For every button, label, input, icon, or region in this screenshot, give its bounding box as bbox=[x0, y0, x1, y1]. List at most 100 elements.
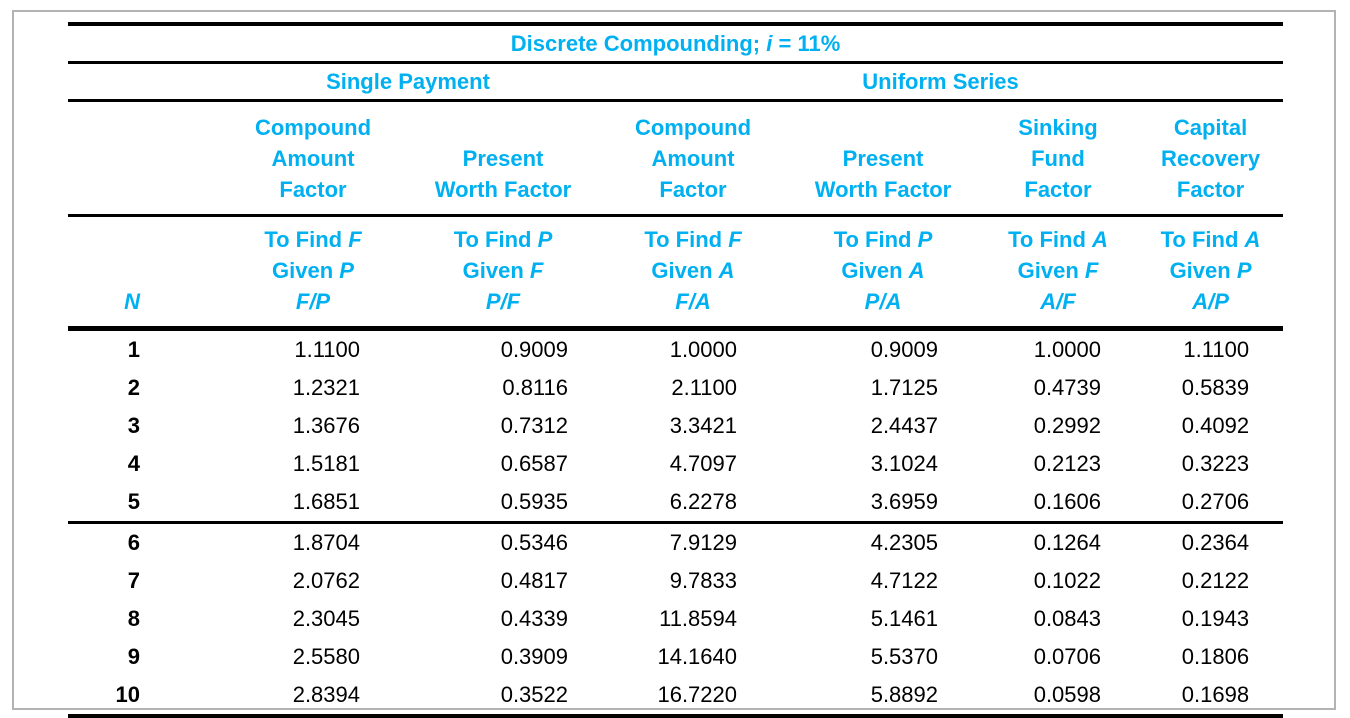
period-n-value: 4 bbox=[127, 451, 140, 476]
factor-value: 0.2706 bbox=[1138, 483, 1284, 524]
to-find-line: To Find F bbox=[644, 227, 742, 252]
factor-value: 0.2364 bbox=[1181, 530, 1250, 555]
factor-value: 2.3045 bbox=[292, 606, 360, 631]
period-n-value: 8 bbox=[127, 606, 140, 631]
factor-value: 0.3522 bbox=[500, 682, 568, 707]
factor-value: 14.1640 bbox=[657, 644, 737, 669]
title-text: Discrete Compounding; bbox=[510, 30, 767, 56]
ratio-line: A/F bbox=[1040, 289, 1076, 314]
header-line: Amount bbox=[271, 146, 355, 171]
table-body: 1 1.1100 0.9009 1.0000 0.9009 1.0000 1.1100 2 1.… bbox=[68, 329, 1284, 717]
given-line: Given P bbox=[272, 258, 354, 283]
period-n-value: 2 bbox=[127, 375, 140, 400]
to-find-line: To Find P bbox=[453, 227, 553, 252]
factor-value: 16.7220 bbox=[657, 682, 737, 707]
factor-value: 0.8116 bbox=[502, 375, 568, 400]
header-line: Present bbox=[842, 146, 924, 171]
period-n-value: 7 bbox=[127, 568, 140, 593]
header-line: Recovery bbox=[1160, 146, 1261, 171]
factor-value: 3.6959 bbox=[788, 483, 978, 524]
table-row: 6 1.8704 0.5346 7.9129 4.2305 0.1264 0.2364 bbox=[68, 523, 1283, 563]
period-n-value: 9 bbox=[127, 644, 140, 669]
group-header-single-payment: Single Payment bbox=[218, 62, 598, 102]
header-line: Amount bbox=[651, 146, 735, 171]
factor-name-row: Compound Amount Factor Present Worth Fac… bbox=[68, 100, 1284, 217]
to-find-line: To Find P bbox=[833, 227, 933, 252]
period-n-value: 1 bbox=[127, 337, 140, 362]
factor-value: 0.5935 bbox=[408, 483, 598, 524]
factor-value: 5.5370 bbox=[870, 644, 938, 669]
n-symbol: N bbox=[124, 289, 140, 314]
column-header-present-worth-factor-single: Present Worth Factor bbox=[408, 100, 598, 217]
factor-value: 0.9009 bbox=[500, 337, 568, 362]
factor-value: 0.3223 bbox=[1181, 451, 1250, 476]
period-n-value: 10 bbox=[115, 682, 140, 707]
table-row: 3 1.3676 0.7312 3.3421 2.4437 0.2992 0.4092 bbox=[68, 407, 1283, 445]
ratio-line: F/P bbox=[295, 289, 331, 314]
ratio-line: F/A bbox=[675, 289, 711, 314]
given-line: Given F bbox=[462, 258, 544, 283]
column-header-af: To Find A Given F A/F bbox=[978, 215, 1138, 331]
factor-value: 7.9129 bbox=[669, 530, 737, 555]
ratio-line: P/A bbox=[864, 289, 902, 314]
factor-value: 1.0000 bbox=[1033, 337, 1101, 362]
factor-value: 2.0762 bbox=[292, 568, 360, 593]
factor-value: 4.7122 bbox=[870, 568, 938, 593]
to-find-row: N To Find F Given P F/P To Find P Given … bbox=[68, 215, 1284, 331]
header-line: Compound bbox=[634, 115, 752, 140]
table-row: 10 2.8394 0.3522 16.7220 5.8892 0.0598 0.1698 bbox=[68, 676, 1283, 716]
header-line: Factor bbox=[279, 177, 347, 202]
factor-value: 2.4437 bbox=[870, 413, 938, 438]
factor-value: 1.1100 bbox=[294, 337, 360, 362]
header-line: Factor bbox=[1176, 177, 1245, 202]
factor-value: 0.1606 bbox=[978, 483, 1138, 524]
factor-value: 0.6587 bbox=[500, 451, 568, 476]
column-header-present-worth-factor-uniform: Present Worth Factor bbox=[788, 100, 978, 217]
factor-value: 0.9009 bbox=[870, 337, 938, 362]
ratio-line: P/F bbox=[485, 289, 521, 314]
factor-value: 0.4817 bbox=[500, 568, 568, 593]
factor-header-spacer bbox=[68, 100, 218, 217]
discrete-compounding-factor-table: Discrete Compounding; i = 11% Single Pay… bbox=[68, 22, 1284, 718]
factor-value: 0.2992 bbox=[1033, 413, 1101, 438]
column-header-sinking-fund-factor: Sinking Fund Factor bbox=[978, 100, 1138, 217]
factor-value: 1.5181 bbox=[292, 451, 360, 476]
factor-value: 1.3676 bbox=[292, 413, 360, 438]
group-header-row: Single Payment Uniform Series bbox=[68, 62, 1284, 102]
factor-value: 11.8594 bbox=[659, 606, 737, 631]
factor-value: 0.5839 bbox=[1181, 375, 1250, 400]
table-title: Discrete Compounding; i = 11% bbox=[68, 24, 1284, 64]
table-row: 9 2.5580 0.3909 14.1640 5.5370 0.0706 0.1806 bbox=[68, 638, 1283, 676]
to-find-line: To Find A bbox=[1160, 227, 1261, 252]
given-line: Given A bbox=[651, 258, 735, 283]
given-line: Given A bbox=[841, 258, 925, 283]
to-find-line: To Find F bbox=[264, 227, 362, 252]
factor-value: 2.5580 bbox=[292, 644, 360, 669]
header-line: Worth Factor bbox=[814, 177, 952, 202]
period-n-value: 6 bbox=[127, 530, 140, 555]
header-line: Factor bbox=[1024, 177, 1092, 202]
table-row: 7 2.0762 0.4817 9.7833 4.7122 0.1022 0.2122 bbox=[68, 562, 1283, 600]
factor-value: 0.1943 bbox=[1181, 606, 1250, 631]
factor-value: 0.1022 bbox=[1033, 568, 1101, 593]
group-header-uniform-series: Uniform Series bbox=[598, 62, 1284, 102]
given-line: Given F bbox=[1017, 258, 1099, 283]
factor-value: 0.3909 bbox=[500, 644, 568, 669]
factor-value: 0.0706 bbox=[1033, 644, 1101, 669]
factor-value: 1.1100 bbox=[1183, 337, 1250, 362]
factor-value: 0.5346 bbox=[500, 530, 568, 555]
column-header-pf: To Find P Given F P/F bbox=[408, 215, 598, 331]
header-line: Capital bbox=[1173, 115, 1248, 140]
factor-value: 0.2122 bbox=[1181, 568, 1250, 593]
factor-value: 0.7312 bbox=[500, 413, 568, 438]
header-line: Factor bbox=[659, 177, 727, 202]
table-row: 8 2.3045 0.4339 11.8594 5.1461 0.0843 0.1943 bbox=[68, 600, 1283, 638]
table-header: Discrete Compounding; i = 11% Single Pay… bbox=[68, 24, 1284, 331]
factor-value: 3.1024 bbox=[870, 451, 938, 476]
factor-value: 0.1698 bbox=[1181, 682, 1250, 707]
column-header-fp: To Find F Given P F/P bbox=[218, 215, 408, 331]
factor-value: 0.2123 bbox=[1033, 451, 1101, 476]
column-header-n: N bbox=[68, 215, 218, 331]
factor-value: 0.4339 bbox=[500, 606, 568, 631]
column-header-compound-amount-factor-single: Compound Amount Factor bbox=[218, 100, 408, 217]
